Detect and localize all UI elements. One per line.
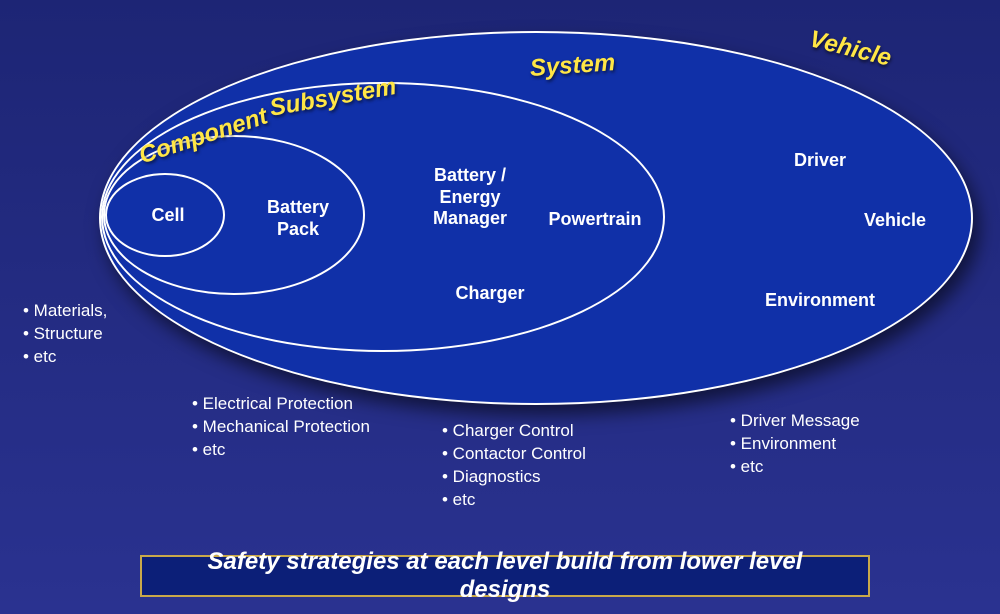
powertrain-label: Powertrain — [540, 209, 650, 231]
bullet-item: • Environment — [730, 433, 860, 456]
vehicle-title: Vehicle — [807, 25, 894, 72]
bullet-item: • Structure — [23, 323, 107, 346]
bullet-item: • Charger Control — [442, 420, 586, 443]
caption-box: Safety strategies at each level build fr… — [140, 555, 870, 597]
bullet-item: • etc — [442, 489, 586, 512]
system-bullets: • Driver Message• Environment• etc — [730, 410, 860, 479]
bullet-item: • Electrical Protection — [192, 393, 370, 416]
bullet-item: • etc — [730, 456, 860, 479]
bullet-item: • Driver Message — [730, 410, 860, 433]
bullet-item: • Materials, — [23, 300, 107, 323]
bullet-item: • etc — [23, 346, 107, 369]
bullet-item: • Contactor Control — [442, 443, 586, 466]
bullet-item: • etc — [192, 439, 370, 462]
bullet-item: • Diagnostics — [442, 466, 586, 489]
environment-label: Environment — [755, 290, 885, 312]
driver-label: Driver — [780, 150, 860, 172]
battery-pack-label: Battery Pack — [248, 197, 348, 240]
battery-manager-label: Battery /EnergyManager — [420, 165, 520, 230]
subsystem-bullets: • Charger Control• Contactor Control• Di… — [442, 420, 586, 512]
component-bullets: • Electrical Protection• Mechanical Prot… — [192, 393, 370, 462]
cell-bullets: • Materials,• Structure• etc — [23, 300, 107, 369]
diagram-canvas: ComponentSubsystemSystemVehicleCellBatte… — [0, 0, 1000, 614]
cell-label: Cell — [148, 205, 188, 227]
bullet-item: • Mechanical Protection — [192, 416, 370, 439]
vehicle-label: Vehicle — [855, 210, 935, 232]
system-title: System — [529, 49, 616, 83]
charger-label: Charger — [445, 283, 535, 305]
